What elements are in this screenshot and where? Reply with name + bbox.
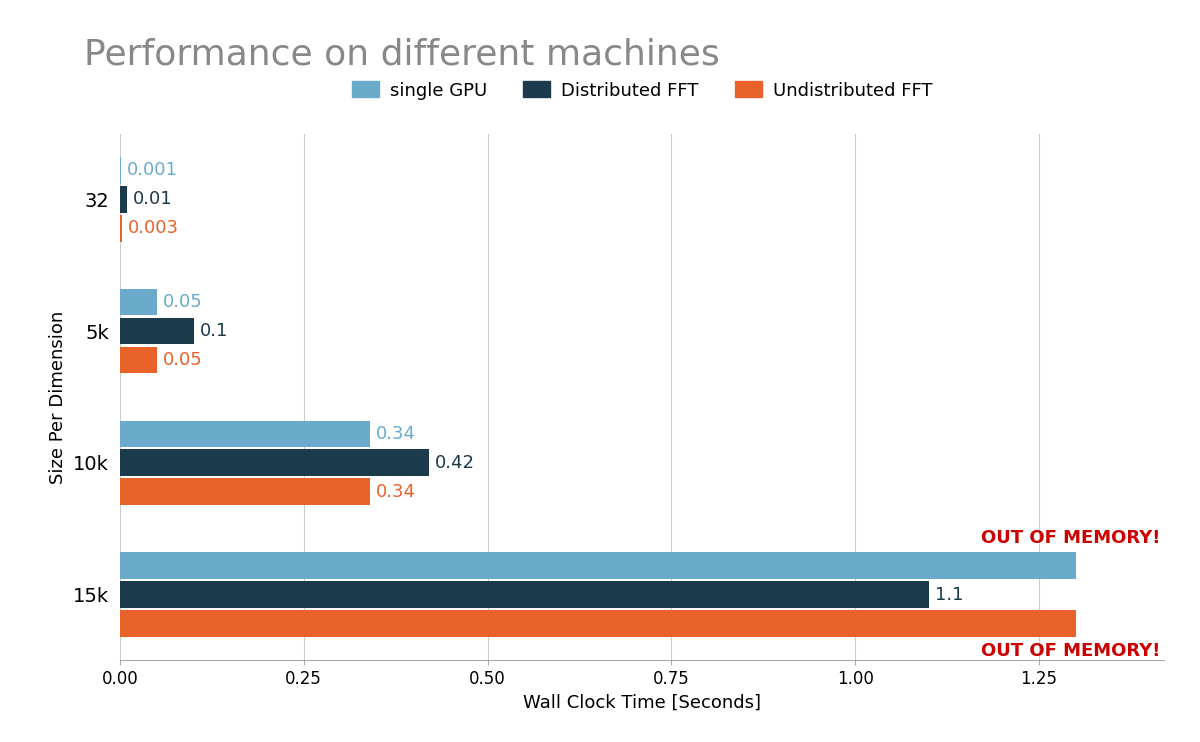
- Bar: [120, 318, 193, 344]
- Text: OUT OF MEMORY!: OUT OF MEMORY!: [980, 643, 1160, 660]
- Text: 1.1: 1.1: [935, 585, 964, 603]
- Bar: [120, 450, 428, 476]
- Text: 0.1: 0.1: [199, 322, 228, 340]
- Bar: [120, 421, 370, 447]
- Bar: [120, 215, 122, 242]
- Legend: single GPU, Distributed FFT, Undistributed FFT: single GPU, Distributed FFT, Undistribut…: [344, 74, 940, 107]
- Bar: [120, 552, 1075, 579]
- Text: 0.34: 0.34: [376, 425, 416, 443]
- X-axis label: Wall Clock Time [Seconds]: Wall Clock Time [Seconds]: [523, 694, 761, 712]
- Text: OUT OF MEMORY!: OUT OF MEMORY!: [980, 529, 1160, 547]
- Text: 0.34: 0.34: [376, 483, 416, 501]
- Text: 0.01: 0.01: [133, 191, 173, 209]
- Text: 0.05: 0.05: [163, 293, 203, 311]
- Text: 0.05: 0.05: [163, 351, 203, 369]
- Text: 0.42: 0.42: [434, 454, 475, 472]
- Y-axis label: Size Per Dimension: Size Per Dimension: [49, 310, 67, 484]
- Bar: [120, 186, 127, 213]
- Bar: [120, 479, 370, 505]
- Bar: [120, 610, 1075, 637]
- Text: 0.003: 0.003: [128, 220, 179, 237]
- Bar: [120, 289, 157, 315]
- Text: Performance on different machines: Performance on different machines: [84, 37, 720, 71]
- Bar: [120, 581, 929, 608]
- Bar: [120, 347, 157, 373]
- Text: 0.001: 0.001: [127, 162, 178, 180]
